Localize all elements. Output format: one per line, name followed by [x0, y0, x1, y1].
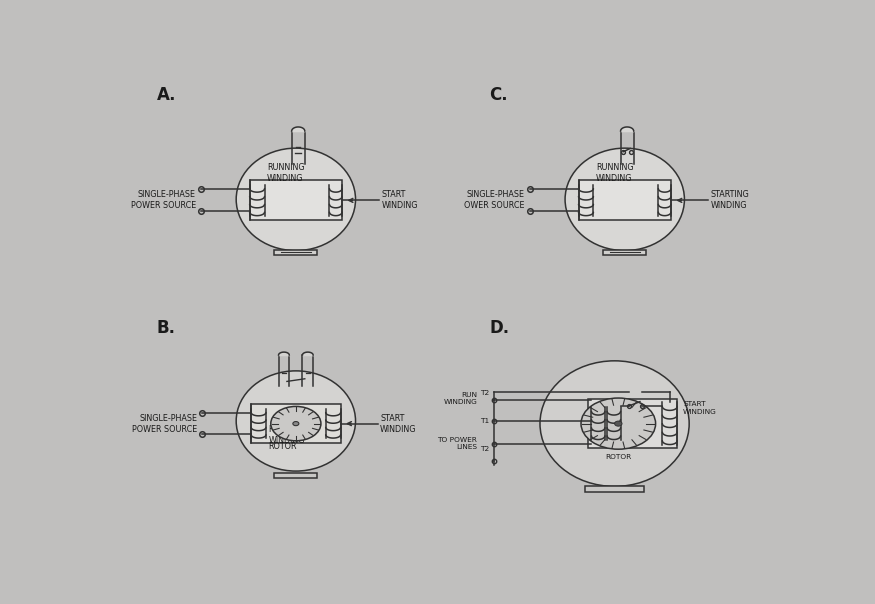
FancyBboxPatch shape: [584, 486, 644, 492]
Ellipse shape: [565, 148, 684, 251]
FancyBboxPatch shape: [603, 249, 647, 255]
Text: START
WINDING: START WINDING: [382, 190, 418, 210]
Text: SINGLE-PHASE
POWER SOURCE: SINGLE-PHASE POWER SOURCE: [130, 190, 196, 210]
Circle shape: [270, 406, 321, 441]
Text: RUN
WINDING: RUN WINDING: [444, 392, 478, 405]
FancyBboxPatch shape: [275, 473, 318, 478]
Text: T1: T1: [480, 418, 489, 424]
Ellipse shape: [236, 371, 355, 471]
Text: A.: A.: [157, 86, 177, 104]
FancyBboxPatch shape: [588, 399, 677, 448]
Text: TO POWER
LINES: TO POWER LINES: [438, 437, 478, 451]
Circle shape: [581, 398, 655, 449]
Ellipse shape: [236, 148, 355, 251]
Ellipse shape: [540, 361, 690, 486]
Text: ROTOR: ROTOR: [269, 442, 297, 451]
Text: RUNNING
WINDING: RUNNING WINDING: [596, 162, 633, 182]
Text: START
WINDING: START WINDING: [380, 414, 416, 434]
FancyBboxPatch shape: [275, 249, 318, 255]
Text: D.: D.: [489, 319, 509, 337]
Text: STARTING
WINDING: STARTING WINDING: [710, 190, 749, 210]
Circle shape: [614, 421, 622, 426]
Text: START
WINDING: START WINDING: [683, 401, 717, 415]
Text: RUNNING
WINDING: RUNNING WINDING: [269, 425, 306, 445]
FancyBboxPatch shape: [249, 180, 342, 220]
Text: T2: T2: [480, 390, 489, 396]
FancyBboxPatch shape: [251, 404, 340, 443]
Circle shape: [293, 422, 299, 426]
Text: C.: C.: [489, 86, 508, 104]
Text: T2: T2: [480, 446, 489, 452]
Text: SINGLE-PHASE
OWER SOURCE: SINGLE-PHASE OWER SOURCE: [465, 190, 525, 210]
Text: B.: B.: [157, 319, 176, 337]
Text: SINGLE-PHASE
POWER SOURCE: SINGLE-PHASE POWER SOURCE: [132, 414, 198, 434]
FancyBboxPatch shape: [578, 180, 671, 220]
Text: RUNNING
WINDING: RUNNING WINDING: [267, 162, 304, 182]
Text: ROTOR: ROTOR: [606, 454, 632, 460]
